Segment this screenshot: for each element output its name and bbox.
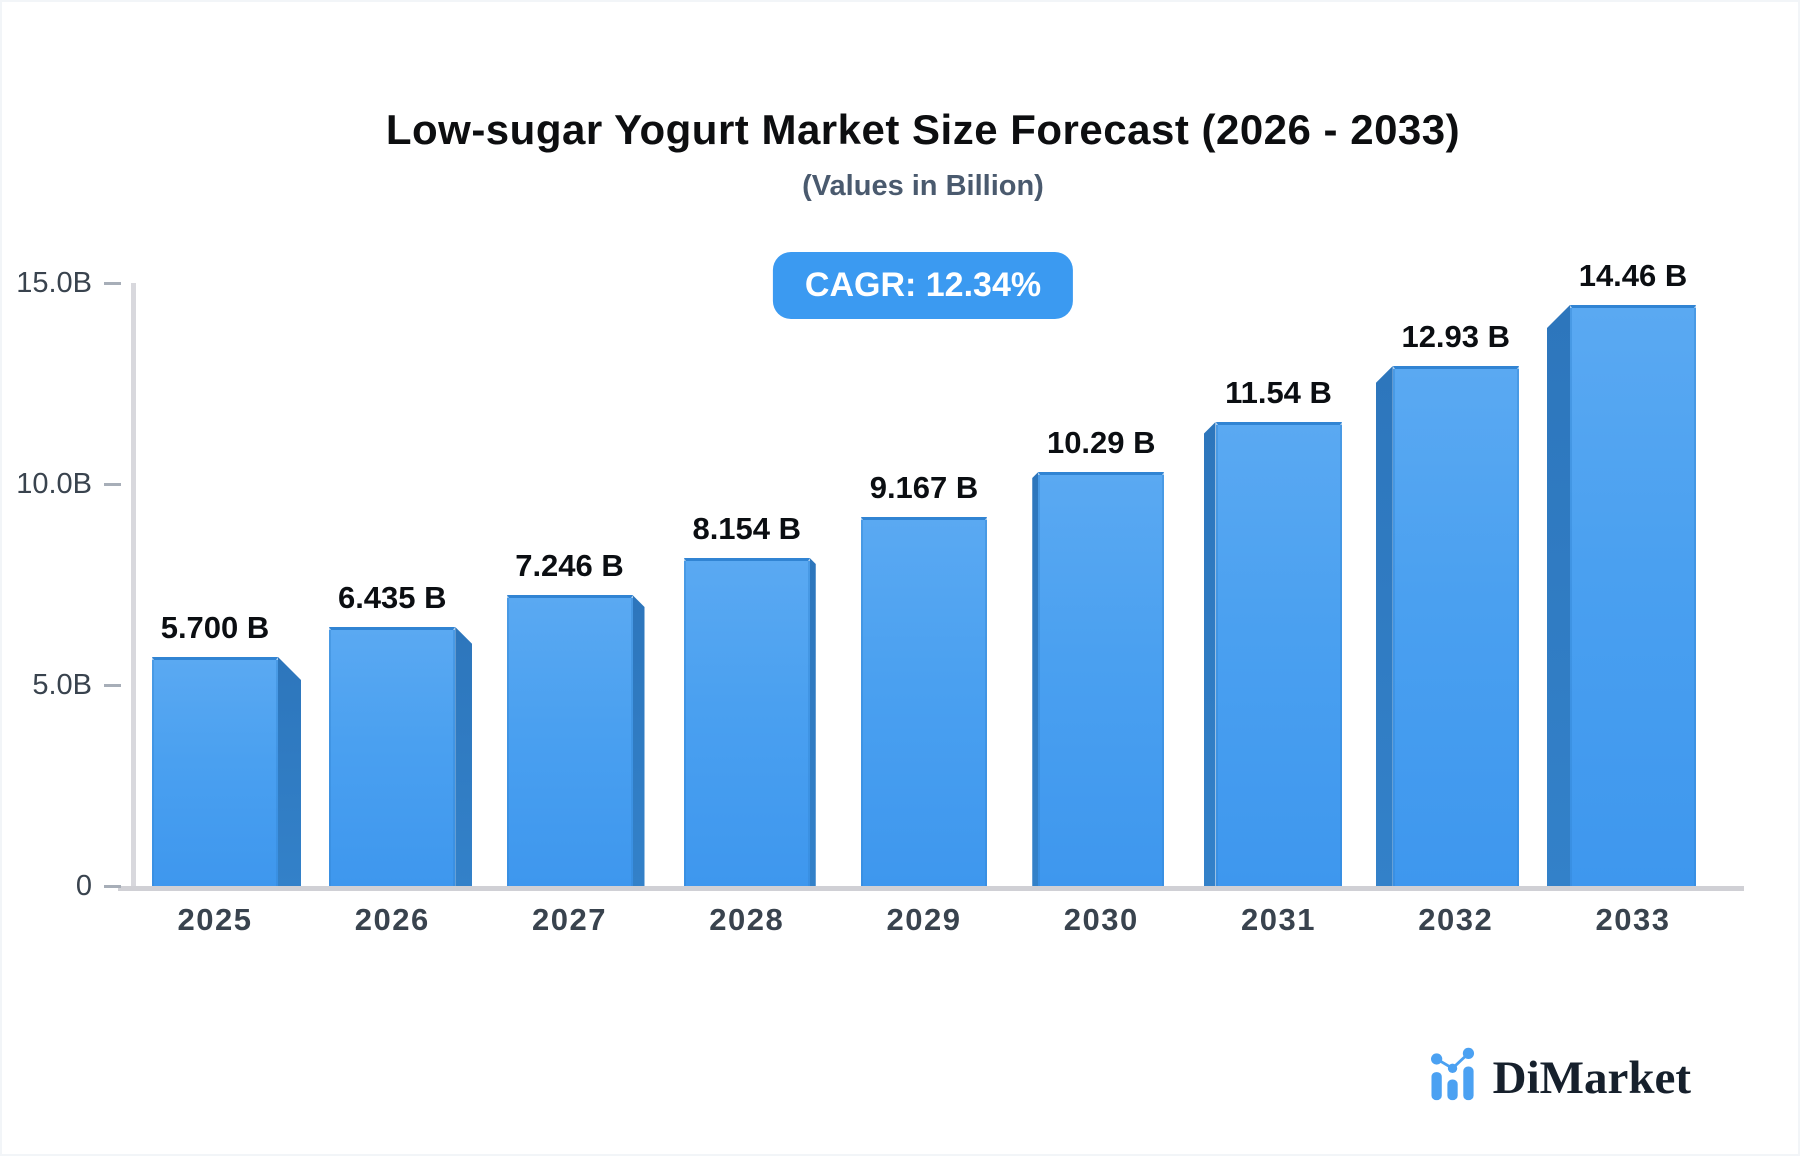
x-axis-year-label: 2028 — [709, 902, 785, 937]
dimarket-logo-icon — [1430, 1047, 1474, 1101]
bar-value-label: 14.46 B — [1578, 258, 1688, 293]
bar-value-label: 6.435 B — [337, 580, 447, 615]
bar-face-2029 — [861, 517, 987, 886]
bar-face-2025 — [152, 657, 278, 886]
x-axis-year-label: 2031 — [1241, 902, 1316, 937]
bar-value-label: 9.167 B — [869, 470, 979, 505]
bar-side-2032 — [1375, 366, 1393, 886]
bar-side-2026 — [455, 627, 473, 886]
y-tick-mark — [104, 885, 121, 888]
x-axis-year-label: 2025 — [177, 902, 253, 937]
y-tick-mark — [104, 684, 121, 687]
cagr-badge: CAGR: 12.34% — [772, 252, 1074, 319]
bar-side-2025 — [278, 657, 301, 886]
y-tick-label: 5.0B — [32, 669, 92, 701]
x-axis-year-label: 2032 — [1418, 902, 1494, 937]
bar-face-2030 — [1038, 472, 1165, 886]
bar-side-2033 — [1547, 305, 1570, 886]
bar-value-label: 5.700 B — [160, 610, 270, 645]
y-tick-label: 0 — [75, 870, 92, 902]
bar-value-label: 11.54 B — [1225, 375, 1332, 410]
y-axis-line — [131, 283, 136, 891]
x-axis-year-label: 2027 — [532, 902, 607, 937]
dimarket-logo-text: DiMarket — [1492, 1052, 1691, 1104]
chart-title: Low-sugar Yogurt Market Size Forecast (2… — [385, 106, 1461, 153]
bar-face-2032 — [1392, 366, 1519, 886]
y-tick-label: 10.0B — [16, 468, 92, 500]
bar-face-2033 — [1570, 305, 1696, 886]
y-tick-mark — [104, 483, 121, 486]
bar-face-2026 — [329, 627, 456, 886]
bar-value-label: 12.93 B — [1401, 319, 1511, 354]
dimarket-logo: DiMarket — [1427, 1044, 1691, 1102]
x-axis-year-label: 2030 — [1063, 902, 1139, 937]
bar-value-label: 8.154 B — [692, 511, 802, 546]
bar-side-2028 — [809, 558, 816, 886]
y-tick-mark — [104, 282, 121, 285]
bar-side-2030 — [1032, 472, 1039, 886]
x-axis-year-label: 2029 — [886, 902, 962, 937]
bar-value-label: 10.29 B — [1046, 425, 1156, 460]
bar-side-2027 — [632, 595, 645, 886]
bar-side-2031 — [1203, 422, 1216, 886]
bar-face-2027 — [506, 595, 633, 886]
y-tick-label: 15.0B — [16, 267, 92, 299]
bar-face-2028 — [683, 558, 810, 886]
bar-value-label: 7.246 B — [515, 548, 624, 583]
x-axis-year-label: 2033 — [1595, 902, 1671, 937]
x-axis-year-label: 2026 — [354, 902, 430, 937]
bar-face-2031 — [1215, 422, 1342, 886]
x-axis-line — [118, 886, 1744, 891]
chart-subtitle: (Values in Billion) — [802, 170, 1044, 202]
